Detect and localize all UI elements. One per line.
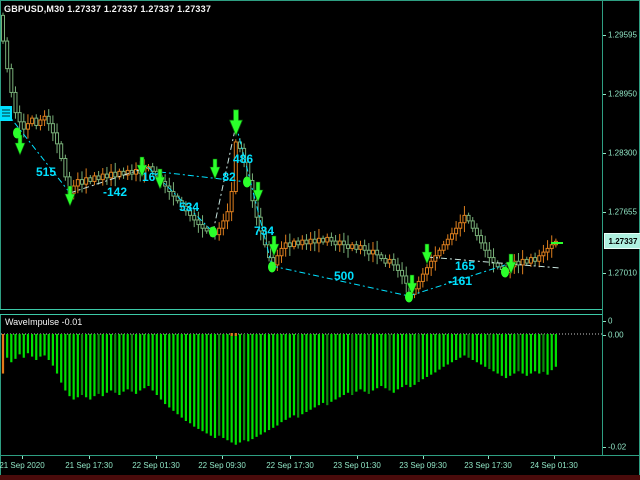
time-axis-label: 23 Sep 17:30 — [464, 461, 512, 470]
zigzag-pips-label: 500 — [334, 269, 354, 283]
price-tick — [603, 153, 606, 154]
signal-dot-icon — [268, 261, 276, 273]
price-tick — [603, 212, 606, 213]
sell-signal-arrow-icon — [252, 181, 264, 203]
window-border-left — [0, 0, 1, 475]
time-axis-label: 23 Sep 01:30 — [333, 461, 381, 470]
zigzag-pips-label: 734 — [254, 224, 274, 238]
time-tick — [156, 456, 157, 459]
indicator-scale-label: 0.00 — [608, 330, 624, 340]
left-price-flag-icon — [0, 106, 12, 121]
zigzag-pips-label: 165 — [455, 259, 475, 273]
sell-signal-arrow-icon — [505, 253, 517, 275]
symbol-ohlc-header: GBPUSD,M30 1.27337 1.27337 1.27337 1.273… — [4, 4, 212, 14]
signal-dot-icon — [209, 226, 217, 238]
time-tick — [423, 456, 424, 459]
time-tick — [22, 456, 23, 459]
time-axis-label: 23 Sep 09:30 — [399, 461, 447, 470]
time-axis-label: 21 Sep 2020 — [0, 461, 45, 470]
time-axis-label: 24 Sep 01:30 — [530, 461, 578, 470]
time-tick — [357, 456, 358, 459]
time-tick — [222, 456, 223, 459]
histogram-signal-mark — [234, 333, 237, 336]
time-tick — [554, 456, 555, 459]
zigzag-pips-label: -142 — [103, 185, 127, 199]
signal-dot-icon — [501, 266, 509, 278]
indicator-scale-tick — [603, 321, 606, 322]
sell-signal-arrow-icon — [268, 235, 280, 257]
price-tick — [603, 273, 606, 274]
indicator-scale-label: -0.02 — [608, 442, 627, 452]
zigzag-pips-label: 486 — [233, 152, 253, 166]
time-axis-label: 22 Sep 09:30 — [198, 461, 246, 470]
sell-signal-arrow-icon — [406, 274, 418, 296]
signal-dot-icon — [13, 127, 21, 139]
window-border-top — [0, 0, 640, 1]
signal-dot-icon — [405, 291, 413, 303]
sell-signal-arrow-icon — [64, 185, 76, 207]
time-tick — [89, 456, 90, 459]
zigzag-pips-label: 534 — [179, 200, 199, 214]
time-tick — [290, 456, 291, 459]
indicator-scale-tick — [603, 447, 606, 448]
current-price-dash — [551, 242, 563, 244]
candlestick-series — [1, 12, 558, 299]
price-axis-label: 1.28950 — [608, 89, 637, 99]
price-tick — [603, 35, 606, 36]
indicator-scale-label: 0 — [608, 316, 613, 326]
sell-signal-arrow-icon — [154, 168, 166, 190]
wave-impulse-histogram — [1, 333, 557, 445]
sell-signal-arrow-icon — [14, 134, 26, 156]
zigzag-pips-label: 515 — [36, 165, 56, 179]
sell-signal-arrow-icon — [209, 158, 221, 180]
time-tick — [488, 456, 489, 459]
sell-signal-arrow-icon — [421, 243, 433, 265]
main-chart-area[interactable]: GBPUSD,M30 1.27337 1.27337 1.27337 1.273… — [0, 0, 602, 311]
time-axis-label: 22 Sep 01:30 — [132, 461, 180, 470]
price-axis-label: 1.28300 — [608, 148, 637, 158]
window-bottom-strip — [0, 475, 640, 480]
sell-signal-arrow-icon — [228, 109, 244, 137]
price-axis[interactable]: 1.29595 1.28950 1.28300 1.27655 1.27010 1.273… — [602, 0, 640, 455]
zigzag-pips-label: -161 — [448, 274, 472, 288]
price-tick — [603, 94, 606, 95]
price-axis-label: 1.29595 — [608, 30, 637, 40]
price-axis-label: 1.27655 — [608, 207, 637, 217]
indicator-scale-tick — [603, 335, 606, 336]
time-axis[interactable]: 21 Sep 2020 21 Sep 17:30 22 Sep 01:30 22 Se… — [0, 455, 640, 476]
histogram-signal-mark — [230, 333, 233, 336]
histogram-canvas[interactable] — [0, 314, 602, 455]
pane-separator[interactable] — [0, 309, 602, 315]
zigzag-pips-label: 82 — [222, 170, 236, 184]
zigzag-lines — [5, 111, 561, 297]
time-axis-label: 21 Sep 17:30 — [65, 461, 113, 470]
indicator-title: WaveImpulse -0.01 — [5, 317, 83, 327]
sell-signal-arrow-icon — [136, 156, 148, 178]
current-price-label: 1.27337 — [604, 233, 640, 249]
price-axis-label: 1.27010 — [608, 268, 637, 278]
wave-impulse-pane[interactable]: WaveImpulse -0.01 — [0, 314, 602, 455]
signal-dot-icon — [243, 176, 251, 188]
time-axis-label: 22 Sep 17:30 — [266, 461, 314, 470]
